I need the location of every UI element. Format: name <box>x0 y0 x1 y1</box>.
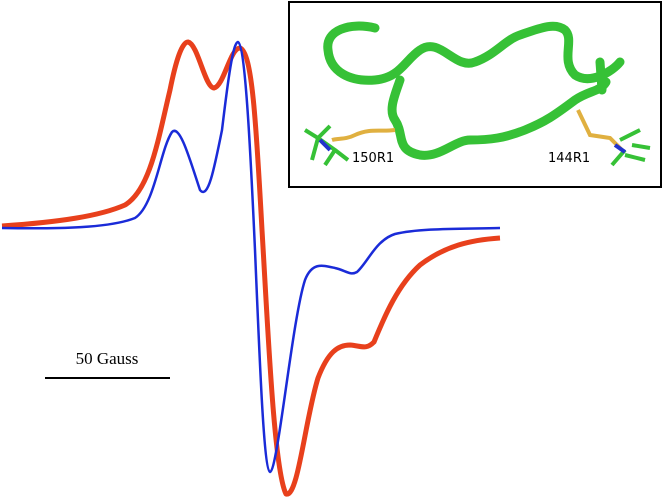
site-label: 150R1 <box>352 151 394 166</box>
nitroxide-n <box>318 138 627 154</box>
nitroxide <box>303 124 651 167</box>
blue-spectrum <box>1 40 501 474</box>
site-label: 144R1 <box>548 151 590 166</box>
red-spectrum <box>1 39 501 497</box>
inset-frame <box>288 1 662 188</box>
protein-backbone <box>323 21 625 160</box>
scale-label: 50 Gauss <box>76 349 139 368</box>
inset: 150R1 144R1 <box>288 1 662 188</box>
